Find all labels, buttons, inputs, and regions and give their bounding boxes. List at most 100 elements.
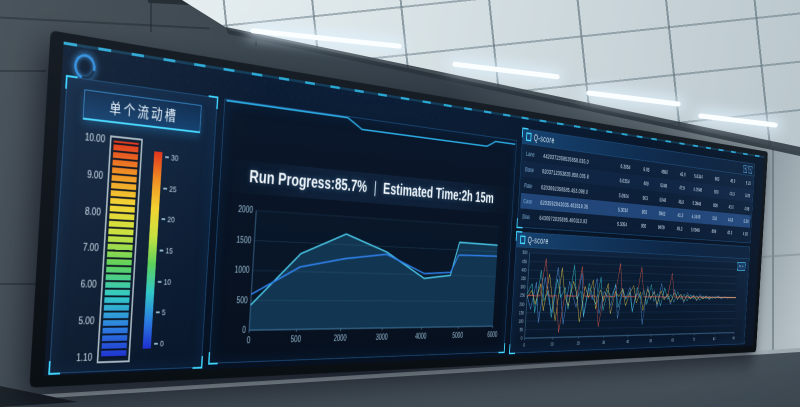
svg-text:500: 500 (522, 250, 527, 255)
wall-tile-seam (0, 283, 42, 285)
svg-text:40: 40 (626, 340, 629, 345)
corner-accent (498, 343, 506, 354)
row-metric-value: 5.3034 (617, 206, 629, 214)
svg-text:250: 250 (520, 293, 525, 298)
row-metric-value: 5.09 (744, 192, 751, 199)
dashboard-screen: 单个流动槽 10.00 9.00 8.00 7.00 6.00 5.00 1.10 30 25… (43, 41, 765, 377)
row-metric-value: 45.8 (730, 177, 736, 184)
row-metric-value: 9409 (657, 224, 665, 231)
row-metric-value: 6.20 (745, 179, 751, 186)
row-label: Base (524, 165, 535, 174)
corner-accent (516, 218, 524, 229)
colorbar-scale-label: 9.00 (86, 169, 104, 182)
svg-text:500: 500 (236, 295, 248, 305)
qscore-table-title: Q-score (533, 132, 555, 146)
svg-text:1500: 1500 (236, 234, 251, 245)
qscore-waveform-panel: Q-score 0 50 100 150 200 250 300 350 400 450 500 0 1… (508, 230, 751, 355)
signal-waveform-chart: 0 50 100 150 200 250 300 350 400 450 500 0 10 20 30 40 5… (518, 250, 749, 348)
colorbar-scale-label: 7.00 (82, 243, 99, 255)
progress-area-chart: 0 500 1000 1500 2000 0 500 2000 3000 4000 5000 6000 (234, 204, 506, 345)
svg-text:100: 100 (518, 319, 523, 324)
svg-text:3000: 3000 (375, 332, 388, 341)
row-metric-value: 4.0948 (693, 186, 703, 194)
colorbar-tick-label: 30 (165, 152, 179, 163)
plot-area (249, 210, 499, 331)
row-metric-value: 503 (712, 215, 718, 222)
row-metric-value: 40.8 (727, 216, 734, 223)
estimated-time-value: Estimated Time:2h 15m (382, 180, 495, 207)
svg-text:150: 150 (519, 311, 524, 316)
svg-text:10: 10 (550, 342, 554, 347)
svg-text:0: 0 (246, 335, 250, 345)
row-metric-value: 43.8 (728, 203, 734, 210)
svg-text:2000: 2000 (333, 333, 346, 343)
flowcell-panel: 单个流动槽 10.00 9.00 8.00 7.00 6.00 5.00 1.10 30 25… (48, 74, 219, 375)
flowcell-panel-title: 单个流动槽 (82, 89, 202, 134)
svg-text:5000: 5000 (452, 331, 463, 340)
table-expand-button[interactable]: + (743, 164, 748, 173)
svg-text:20: 20 (577, 341, 580, 346)
status-divider: | (373, 179, 378, 198)
svg-text:90: 90 (732, 336, 735, 340)
wall-tile-seam (0, 70, 46, 72)
row-metric-value: 409 (643, 180, 649, 188)
axis-labels: 0 50 100 150 200 250 300 350 400 450 500 0 10 20 30 40 5… (518, 250, 735, 348)
svg-text:50: 50 (519, 328, 523, 333)
svg-text:450: 450 (522, 259, 527, 264)
corner-accent (508, 344, 516, 355)
svg-text:300: 300 (520, 285, 525, 290)
row-metric-value: 45.3 (676, 225, 683, 233)
series-area (249, 229, 498, 331)
colorbar-tick-label: 20 (161, 215, 175, 225)
colorbar-legend: 30 25 20 15 10 5 0 (142, 151, 179, 349)
row-metric-value: 40.9 (678, 184, 686, 192)
row-metric-value: 809 (713, 201, 718, 209)
svg-text:80: 80 (713, 337, 716, 341)
row-metric-value: 6.0354 (619, 177, 630, 185)
colorbar-scale-label: 1.10 (75, 352, 93, 365)
svg-text:50: 50 (649, 339, 652, 344)
colorbar-group: 10.00 9.00 8.00 7.00 6.00 5.00 1.10 30 25 20 15 10… (54, 131, 211, 365)
row-metric-value: 4898 (661, 168, 669, 176)
svg-text:2000: 2000 (238, 204, 253, 215)
row-metric-value: 5048 (660, 182, 668, 190)
corner-accent (208, 351, 219, 365)
row-label: Bias (522, 213, 531, 221)
row-metric-value: 5.0948 (690, 226, 700, 234)
svg-text:500: 500 (290, 334, 301, 344)
row-metric-value: 4.0948 (691, 213, 701, 220)
svg-text:200: 200 (519, 302, 524, 307)
svg-text:4000: 4000 (415, 331, 427, 340)
row-metric-value: 903 (642, 194, 649, 202)
run-progress-value: Run Progress:85.7% (248, 167, 368, 197)
row-metric-value: 45.9 (678, 198, 685, 205)
colorbar-scale-label: 5.00 (78, 316, 95, 328)
corner-accent (48, 360, 61, 375)
row-metric-value: 6.3954 (620, 162, 631, 171)
row-metric-value: 5.3054 (616, 220, 628, 228)
svg-text:30: 30 (602, 340, 605, 345)
table-collapse-button[interactable]: − (748, 165, 753, 174)
chart-options-button[interactable] (737, 261, 746, 271)
row-metric-value: 5.0394 (694, 172, 703, 180)
row-metric-value: 43.9 (726, 229, 733, 236)
corner-accent (521, 127, 529, 139)
colorbar-scale-label: 8.00 (84, 206, 102, 219)
row-label: Rate (524, 181, 533, 190)
row-metric-value: 45.3 (677, 211, 684, 219)
svg-text:70: 70 (693, 338, 696, 343)
video-wall: 单个流动槽 10.00 9.00 8.00 7.00 6.00 5.00 1.10 30 25… (29, 30, 768, 388)
svg-text:400: 400 (521, 268, 526, 273)
corner-accent (515, 230, 523, 242)
row-metric-value: 905 (640, 222, 647, 230)
colorbar-tick-label: 10 (158, 277, 171, 286)
run-progress-panel: Run Progress:85.7% | Estimated Time:2h 15m… (208, 98, 517, 365)
corner-accent (65, 74, 78, 91)
axis-labels: 0 500 1000 1500 2000 0 500 2000 3000 4000 5000 6000 (234, 204, 497, 345)
colorbar-scale-label: 6.00 (80, 279, 97, 291)
row-metric-value: 903 (641, 208, 648, 216)
colorbar-tick-label: 0 (154, 339, 168, 349)
colorbar-scale-label: 10.00 (84, 132, 106, 146)
row-metric-value: 45.8 (679, 170, 686, 178)
